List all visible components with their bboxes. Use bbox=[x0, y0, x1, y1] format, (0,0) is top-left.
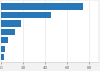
Bar bbox=[1, 54, 4, 60]
Bar bbox=[1, 3, 83, 10]
Bar bbox=[1, 20, 21, 27]
Bar bbox=[1, 37, 8, 43]
Bar bbox=[1, 29, 15, 35]
Bar bbox=[1, 12, 51, 18]
Bar bbox=[1, 46, 5, 52]
